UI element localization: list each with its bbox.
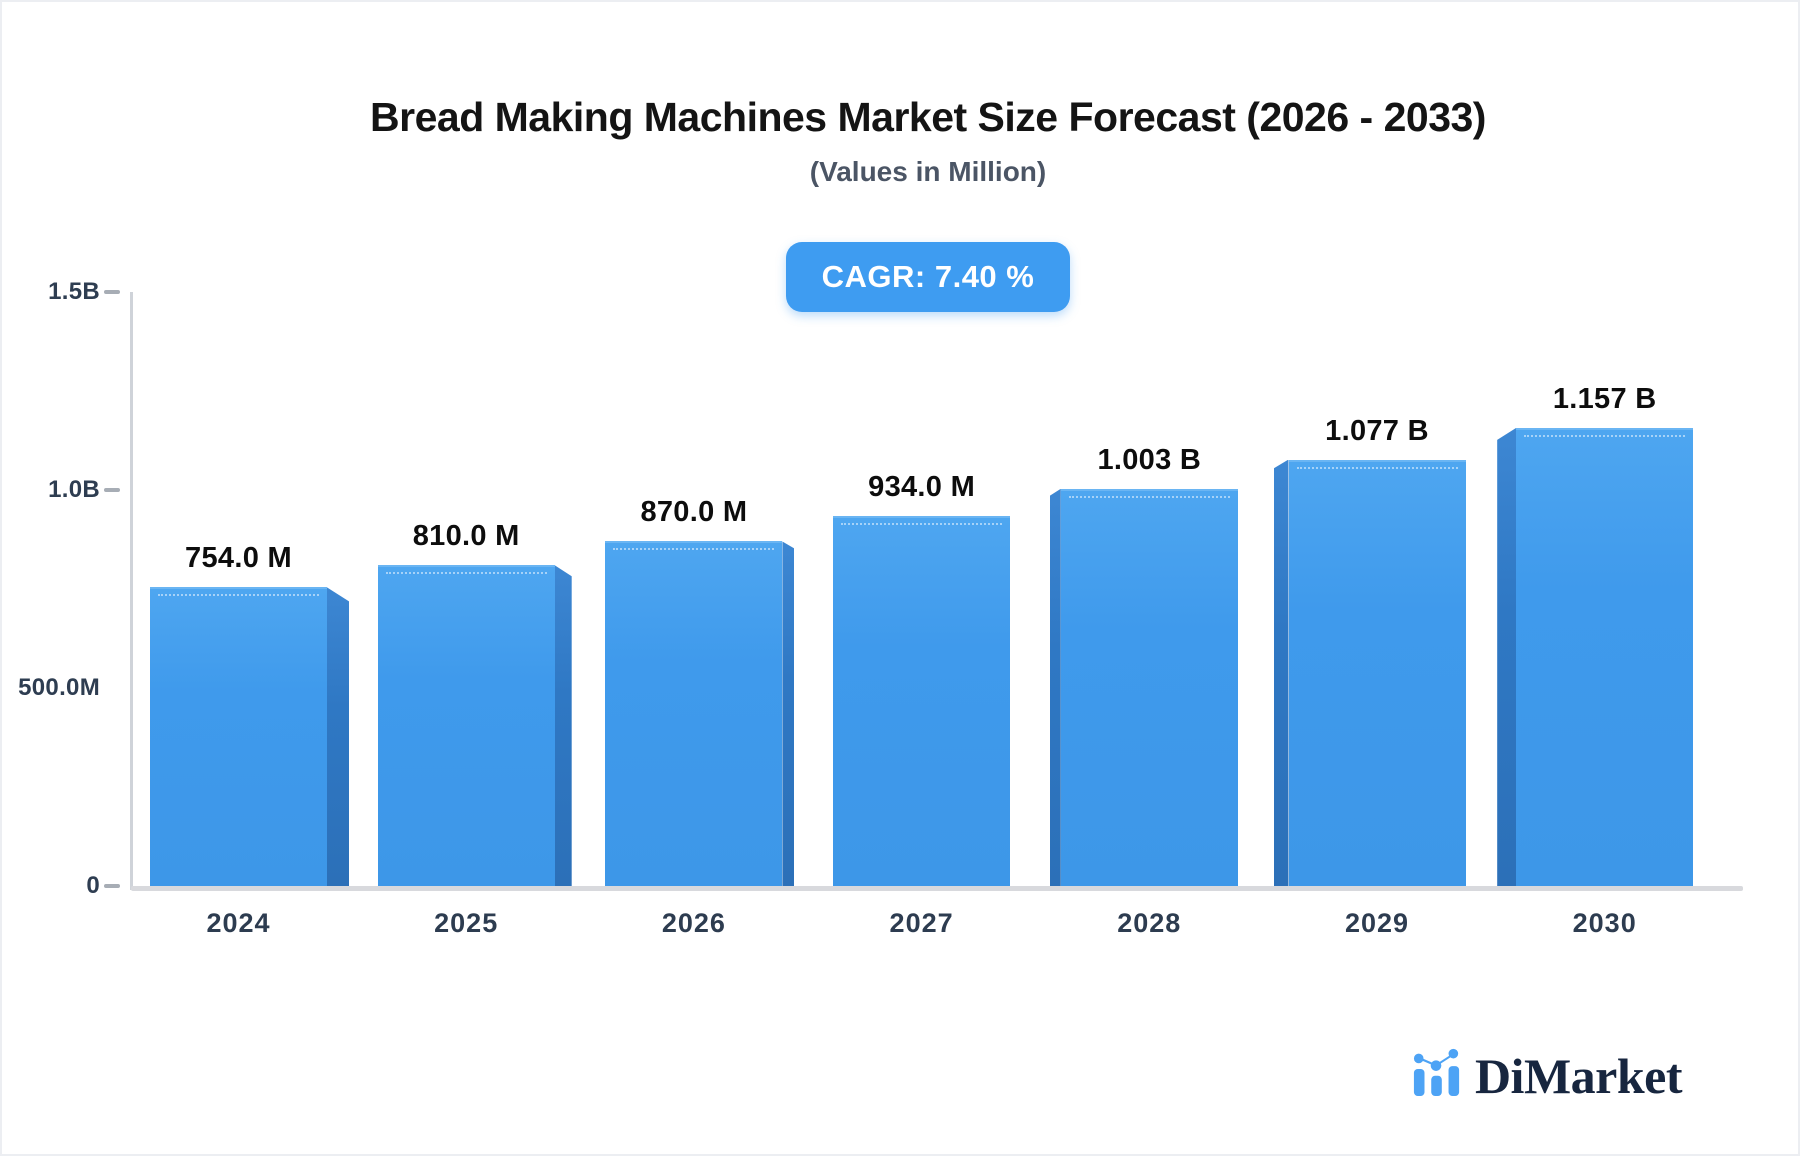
y-axis-tick	[104, 884, 120, 888]
y-axis-label: 0	[86, 872, 100, 899]
bar-side-face	[1497, 427, 1517, 886]
x-axis-label: 2030	[1572, 908, 1637, 938]
bar-value-label: 870.0 M	[640, 496, 748, 529]
chart-header: Bread Making Machines Market Size Foreca…	[56, 94, 1800, 312]
bar-value-label: 1.003 B	[1097, 443, 1202, 476]
bar-front-face	[833, 516, 1011, 886]
x-axis-label: 2027	[889, 908, 954, 938]
chart-subtitle: (Values in Million)	[809, 156, 1047, 187]
bar-front-face	[377, 565, 555, 886]
bar-front-face	[605, 541, 783, 886]
bar-side-face	[1273, 459, 1289, 886]
bar-value-label: 1.077 B	[1325, 414, 1429, 447]
bar-front-face	[1516, 427, 1694, 886]
y-axis-label: 1.5B	[48, 278, 100, 305]
x-axis-label: 2028	[1117, 908, 1182, 938]
x-axis-label: 2026	[661, 908, 726, 938]
x-axis-line	[131, 886, 1743, 891]
bar-side-face	[1049, 488, 1061, 886]
dimarket-logo-icon	[1413, 1048, 1460, 1096]
y-axis-label: 500.0M	[18, 674, 100, 701]
brand-logo: DiMarket	[1412, 1042, 1683, 1104]
bar-front-face	[1288, 459, 1466, 886]
x-axis-label: 2024	[206, 908, 271, 938]
y-axis-tick	[104, 488, 120, 492]
x-axis-label: 2025	[434, 908, 499, 938]
bar-value-label: 934.0 M	[868, 471, 976, 504]
page-title: Bread Making Machines Market Size Foreca…	[370, 94, 1486, 140]
x-axis-label: 2029	[1344, 908, 1410, 938]
y-axis-label: 1.0B	[48, 476, 100, 503]
y-axis-line	[130, 292, 133, 890]
brand-name: DiMarket	[1474, 1048, 1683, 1104]
bar-front-face	[150, 587, 327, 886]
cagr-badge: CAGR: 7.40 %	[785, 242, 1071, 312]
bar-front-face	[1060, 488, 1238, 886]
y-axis-tick	[104, 290, 120, 294]
bar-value-label: 810.0 M	[412, 520, 520, 553]
bar-side-face	[327, 587, 349, 886]
bar-side-face	[782, 541, 795, 886]
bar-side-face	[554, 565, 572, 886]
bar-value-label: 754.0 M	[185, 542, 292, 575]
bar-value-label: 1.157 B	[1552, 382, 1657, 415]
